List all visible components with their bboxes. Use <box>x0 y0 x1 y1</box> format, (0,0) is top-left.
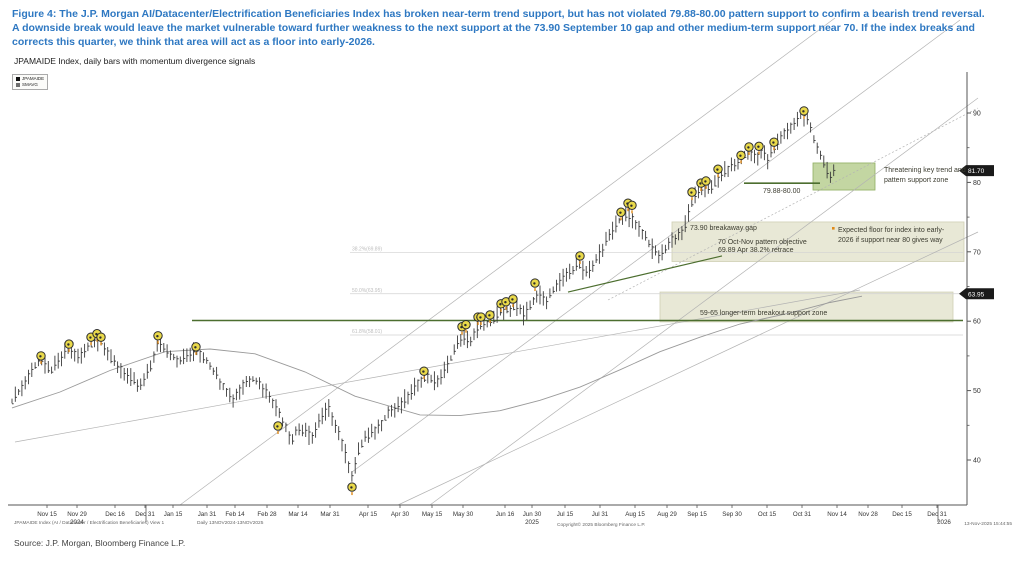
last-price-tag <box>959 165 994 177</box>
x-tick-label-0: Nov 15 <box>37 511 57 518</box>
legend-label-sma: SMAVG <box>22 82 38 87</box>
x-tick-label-18: Aug 15 <box>625 511 645 518</box>
annotation-4: 2026 if support near 80 gives way <box>838 237 943 244</box>
sma-value-tag <box>959 288 994 300</box>
annotation-0: 73.90 breakaway gap <box>690 225 757 232</box>
y-tick-label: 60 <box>973 319 981 326</box>
year-label: 2026 <box>937 519 951 526</box>
annotation-7: pattern support zone <box>884 177 948 184</box>
figure-title-line-2: A downside break would leave the market … <box>12 22 975 34</box>
x-tick-label-12: May 15 <box>422 511 443 518</box>
x-tick-label-16: Jul 15 <box>557 511 574 518</box>
year-label: 2024 <box>70 519 84 526</box>
footer-timestamp: 13-Nov-2025 15:44:55 <box>964 521 1012 527</box>
divergence-signals <box>36 106 809 496</box>
x-tick-label-26: Dec 15 <box>892 511 912 518</box>
x-tick-label-5: Jan 31 <box>198 511 217 518</box>
trendline <box>429 97 979 506</box>
threat-support-zone <box>812 162 876 191</box>
sma-series-swatch <box>16 83 20 87</box>
x-tick-label-23: Oct 31 <box>793 511 812 518</box>
legend-item-sma: SMAVG <box>16 82 44 88</box>
y-tick-label: 90 <box>973 111 981 118</box>
x-tick-label-20: Sep 15 <box>687 511 707 518</box>
figure-title-line-3: corrects this quarter, we think that are… <box>12 36 375 48</box>
x-tick-label-22: Oct 15 <box>758 511 777 518</box>
x-tick-label-7: Feb 28 <box>257 511 277 518</box>
footer-copyright: Copyright© 2025 Bloomberg Finance L.P. <box>557 521 645 528</box>
chart-subtitle: JPAMAIDE Index, daily bars with momentum… <box>14 56 256 66</box>
legend-label-price: JPAMAIDE <box>22 76 45 81</box>
annotation-6: Threatening key trend and <box>884 167 966 174</box>
annotation-3: Expected floor for index into early- <box>838 227 945 234</box>
annotation-1: 70 Oct-Nov pattern objective <box>718 239 807 246</box>
x-tick-label-14: Jun 16 <box>496 511 515 518</box>
x-tick-label-13: May 30 <box>453 511 474 518</box>
sma-value-tag-text: 63.95 <box>968 291 985 298</box>
x-tick-label-19: Aug 29 <box>657 511 677 518</box>
x-tick-label-11: Apr 30 <box>391 511 410 518</box>
x-tick-label-24: Nov 14 <box>827 511 847 518</box>
x-tick-label-6: Feb 14 <box>225 511 245 518</box>
x-tick-label-3: Dec 31 <box>135 511 155 518</box>
x-tick-label-1: Nov 29 <box>67 511 87 518</box>
source-note: Source: J.P. Morgan, Bloomberg Finance L… <box>14 538 186 548</box>
x-tick-label-15: Jun 30 <box>523 511 542 518</box>
y-tick-label: 70 <box>973 249 981 256</box>
y-tick-label: 80 <box>973 180 981 187</box>
x-tick-label-2: Dec 16 <box>105 511 125 518</box>
trendline <box>179 17 836 506</box>
fib-label-0: 38.2%(69.89) <box>352 247 382 253</box>
x-tick-label-9: Mar 31 <box>320 511 340 518</box>
fib-label-2: 61.8%(58.01) <box>352 329 382 335</box>
figure-title: Figure 4: The J.P. Morgan AI/Datacenter/… <box>12 7 1016 49</box>
trendline <box>351 19 961 473</box>
trendline <box>607 107 979 301</box>
annotation-2: 69.89 Apr 38.2% retrace <box>718 247 794 254</box>
trendline <box>397 231 979 506</box>
y-tick-label: 50 <box>973 388 981 395</box>
chart-legend: JPAMAIDE SMAVG <box>12 74 49 90</box>
figure-title-line-1: Figure 4: The J.P. Morgan AI/Datacenter/… <box>12 8 985 20</box>
x-tick-label-25: Nov 28 <box>858 511 878 518</box>
x-tick-label-17: Jul 31 <box>592 511 609 518</box>
x-tick-label-10: Apr 15 <box>359 511 378 518</box>
sma-curve <box>11 295 863 417</box>
fib-label-1: 50.0%(63.95) <box>352 288 382 294</box>
x-tick-label-8: Mar 14 <box>288 511 308 518</box>
annotation-5: 59-65 longer-term breakout support zone <box>700 310 827 317</box>
expected-floor-zone <box>671 221 965 262</box>
x-tick-label-4: Jan 15 <box>164 511 183 518</box>
price-series-swatch <box>16 77 20 81</box>
legend-item-price: JPAMAIDE <box>16 76 44 82</box>
annotation-bullet <box>832 227 835 230</box>
footer-left: JPAMAIDE Index (AI / Datacenter / Electr… <box>14 520 165 526</box>
year-label: 2025 <box>525 519 539 526</box>
annotation-8: 79.88-80.00 <box>763 188 800 195</box>
last-price-tag-text: 81.70 <box>968 168 985 175</box>
x-tick-label-21: Sep 30 <box>722 511 742 518</box>
price-bars <box>11 109 836 482</box>
footer-range: Daily 13NOV2024-13NOV2025 <box>197 520 264 526</box>
breakout-support-zone <box>659 291 954 323</box>
near-term-trend-line <box>567 255 723 293</box>
trendline <box>14 289 861 443</box>
x-tick-label-27: Dec 31 <box>927 511 947 518</box>
y-tick-label: 40 <box>973 458 981 465</box>
